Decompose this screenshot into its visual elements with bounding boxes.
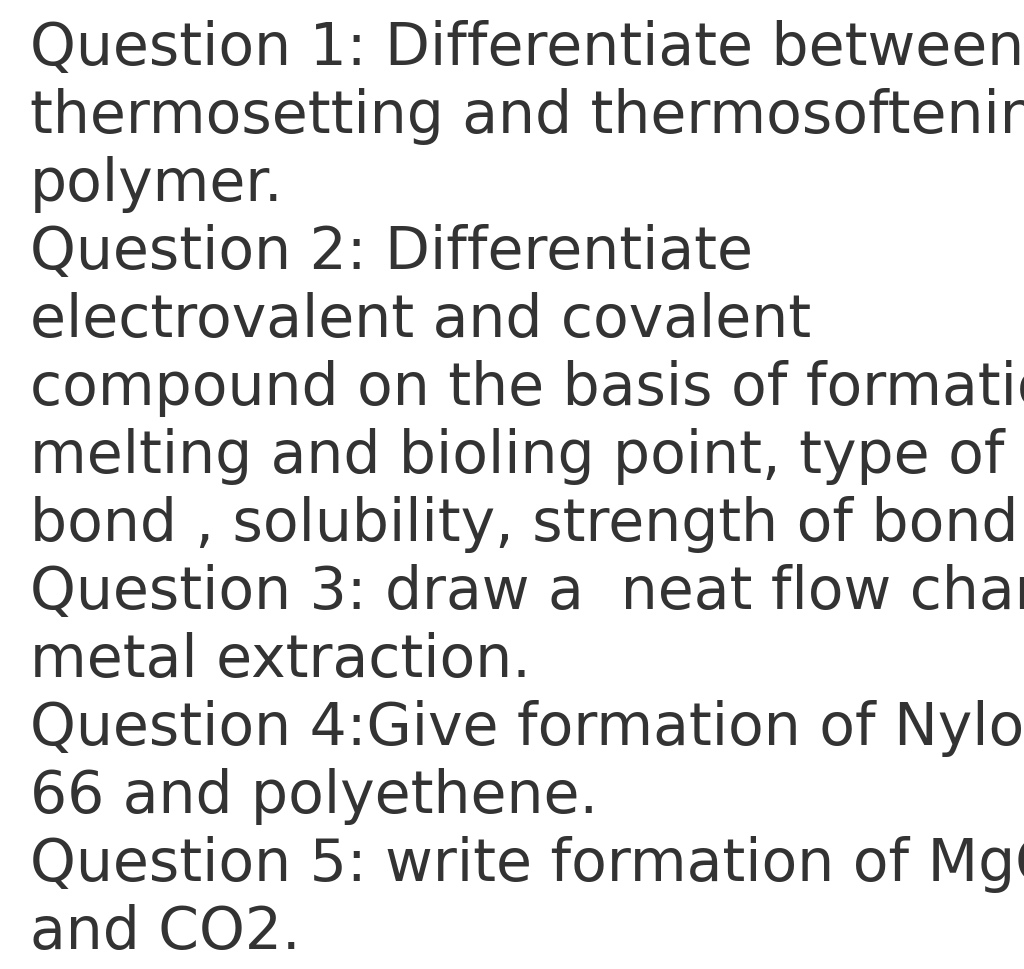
Text: polymer.: polymer. [30,156,284,213]
Text: Question 5: write formation of MgO: Question 5: write formation of MgO [30,835,1024,892]
Text: 66 and polyethene.: 66 and polyethene. [30,767,598,825]
Text: compound on the basis of formation,: compound on the basis of formation, [30,359,1024,417]
Text: and CO2.: and CO2. [30,903,300,960]
Text: Question 2: Differentiate: Question 2: Differentiate [30,224,753,281]
Text: melting and bioling point, type of: melting and bioling point, type of [30,427,1005,484]
Text: electrovalent and covalent: electrovalent and covalent [30,292,811,349]
Text: Question 3: draw a  neat flow chart of: Question 3: draw a neat flow chart of [30,563,1024,620]
Text: metal extraction.: metal extraction. [30,632,530,688]
Text: Question 4:Give formation of Nylon: Question 4:Give formation of Nylon [30,700,1024,756]
Text: Question 1: Differentiate between: Question 1: Differentiate between [30,20,1024,77]
Text: thermosetting and thermosoftening: thermosetting and thermosoftening [30,88,1024,144]
Text: bond , solubility, strength of bond.: bond , solubility, strength of bond. [30,495,1024,552]
